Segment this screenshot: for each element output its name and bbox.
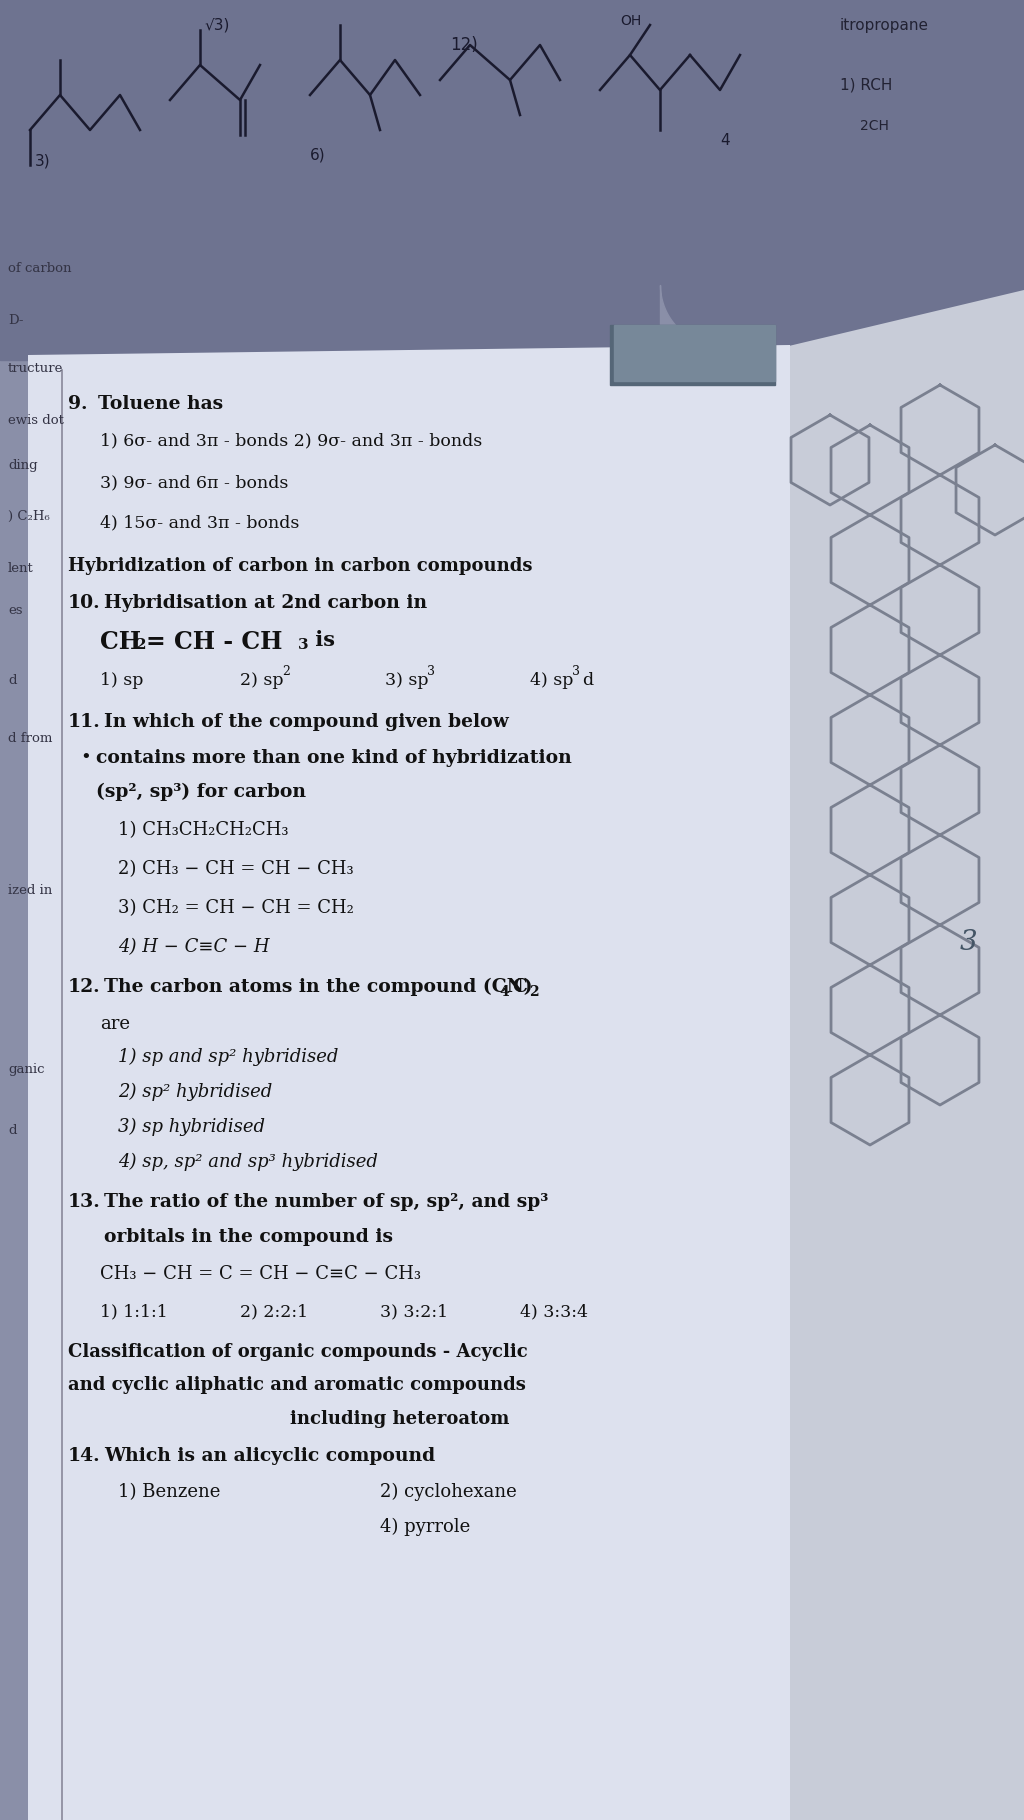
Text: •: •	[80, 750, 91, 766]
Bar	[610, 326, 775, 386]
Text: d: d	[8, 673, 16, 686]
Text: is: is	[308, 630, 335, 650]
Text: 12.: 12.	[68, 977, 100, 996]
Text: 4) 15σ- and 3π - bonds: 4) 15σ- and 3π - bonds	[100, 513, 299, 531]
Text: 4: 4	[499, 985, 509, 999]
Text: 13.: 13.	[68, 1192, 100, 1210]
Text: Hybridisation at 2nd carbon in: Hybridisation at 2nd carbon in	[104, 593, 427, 612]
Bar	[0, 0, 1024, 360]
Text: 2: 2	[136, 639, 146, 652]
Text: √3): √3)	[205, 18, 230, 33]
Text: = CH - CH: = CH - CH	[146, 630, 283, 653]
Text: 2: 2	[529, 985, 539, 999]
Text: ding: ding	[8, 459, 38, 473]
Text: are: are	[100, 1016, 130, 1034]
Text: including heteroatom: including heteroatom	[291, 1410, 510, 1429]
Text: 3) sp hybridised: 3) sp hybridised	[118, 1117, 265, 1136]
Text: 1) 1:1:1: 1) 1:1:1	[100, 1303, 168, 1320]
Text: 1) Benzene: 1) Benzene	[118, 1483, 220, 1502]
Polygon shape	[730, 289, 1024, 1820]
Text: 3): 3)	[35, 153, 50, 167]
Text: Hybridization of carbon in carbon compounds: Hybridization of carbon in carbon compou…	[68, 557, 532, 575]
Text: Toluene has: Toluene has	[98, 395, 223, 413]
Text: In which of the compound given below: In which of the compound given below	[104, 713, 509, 732]
Text: 3) 3:2:1: 3) 3:2:1	[380, 1303, 449, 1320]
Text: 6): 6)	[310, 147, 326, 164]
Text: 2) sp: 2) sp	[240, 672, 284, 690]
Text: ized in: ized in	[8, 883, 52, 897]
Text: 3) sp: 3) sp	[385, 672, 428, 690]
Text: 2) sp² hybridised: 2) sp² hybridised	[118, 1083, 272, 1101]
Text: C: C	[512, 977, 527, 996]
Text: d from: d from	[8, 732, 52, 744]
Text: 11.: 11.	[68, 713, 100, 732]
Text: d: d	[582, 672, 593, 690]
Text: ganic: ganic	[8, 1063, 44, 1076]
Text: of carbon: of carbon	[8, 262, 72, 275]
Text: The carbon atoms in the compound (CN): The carbon atoms in the compound (CN)	[104, 977, 532, 996]
Text: 4: 4	[720, 133, 730, 147]
Text: 4) sp: 4) sp	[530, 672, 573, 690]
Text: 3) 9σ- and 6π - bonds: 3) 9σ- and 6π - bonds	[100, 473, 289, 491]
Text: 14.: 14.	[68, 1447, 100, 1465]
Text: 3: 3	[572, 664, 580, 679]
Text: ewis dot: ewis dot	[8, 413, 63, 426]
Text: es: es	[8, 604, 23, 617]
Text: d: d	[8, 1123, 16, 1136]
Text: 10.: 10.	[68, 593, 100, 612]
Text: and cyclic aliphatic and aromatic compounds: and cyclic aliphatic and aromatic compou…	[68, 1376, 526, 1394]
Text: (sp², sp³) for carbon: (sp², sp³) for carbon	[96, 783, 306, 801]
Text: 3) CH₂ = CH − CH = CH₂: 3) CH₂ = CH − CH = CH₂	[118, 899, 354, 917]
Text: 3: 3	[961, 928, 978, 956]
Text: 2) CH₃ − CH = CH − CH₃: 2) CH₃ − CH = CH − CH₃	[118, 861, 353, 877]
Text: 12): 12)	[450, 36, 478, 55]
Text: tructure: tructure	[8, 362, 63, 375]
Text: lent: lent	[8, 562, 34, 575]
Text: 3: 3	[298, 639, 308, 652]
Text: CH: CH	[100, 630, 141, 653]
Text: orbitals in the compound is: orbitals in the compound is	[104, 1228, 393, 1247]
Text: 1) 6σ- and 3π - bonds 2) 9σ- and 3π - bonds: 1) 6σ- and 3π - bonds 2) 9σ- and 3π - bo…	[100, 431, 482, 450]
Text: 2CH: 2CH	[860, 118, 889, 133]
Text: 4) pyrrole: 4) pyrrole	[380, 1518, 470, 1536]
Text: The ratio of the number of sp, sp², and sp³: The ratio of the number of sp, sp², and …	[104, 1192, 549, 1210]
Text: D-: D-	[8, 313, 24, 326]
Text: Which is an alicyclic compound: Which is an alicyclic compound	[104, 1447, 435, 1465]
Text: ) C₂H₆: ) C₂H₆	[8, 510, 50, 522]
Text: 9.: 9.	[68, 395, 87, 413]
Text: 4) 3:3:4: 4) 3:3:4	[520, 1303, 588, 1320]
Text: 1) CH₃CH₂CH₂CH₃: 1) CH₃CH₂CH₂CH₃	[118, 821, 289, 839]
Bar	[614, 326, 775, 380]
Text: 1) sp: 1) sp	[100, 672, 143, 690]
Text: 2) cyclohexane: 2) cyclohexane	[380, 1483, 517, 1502]
Text: 4) sp, sp² and sp³ hybridised: 4) sp, sp² and sp³ hybridised	[118, 1154, 378, 1172]
Text: Classification of organic compounds - Acyclic: Classification of organic compounds - Ac…	[68, 1343, 527, 1361]
Text: 2: 2	[282, 664, 290, 679]
Text: 2) 2:2:1: 2) 2:2:1	[240, 1303, 308, 1320]
Text: OH: OH	[620, 15, 641, 27]
Text: 1) sp and sp² hybridised: 1) sp and sp² hybridised	[118, 1048, 338, 1067]
Text: 3: 3	[427, 664, 435, 679]
Text: contains more than one kind of hybridization: contains more than one kind of hybridiza…	[96, 750, 571, 766]
Text: itropropane: itropropane	[840, 18, 929, 33]
Polygon shape	[28, 346, 790, 1820]
Text: 1) RCH: 1) RCH	[840, 78, 892, 93]
Text: 4) H − C≡C − H: 4) H − C≡C − H	[118, 937, 269, 956]
Text: CH₃ − CH = C = CH − C≡C − CH₃: CH₃ − CH = C = CH − C≡C − CH₃	[100, 1265, 421, 1283]
